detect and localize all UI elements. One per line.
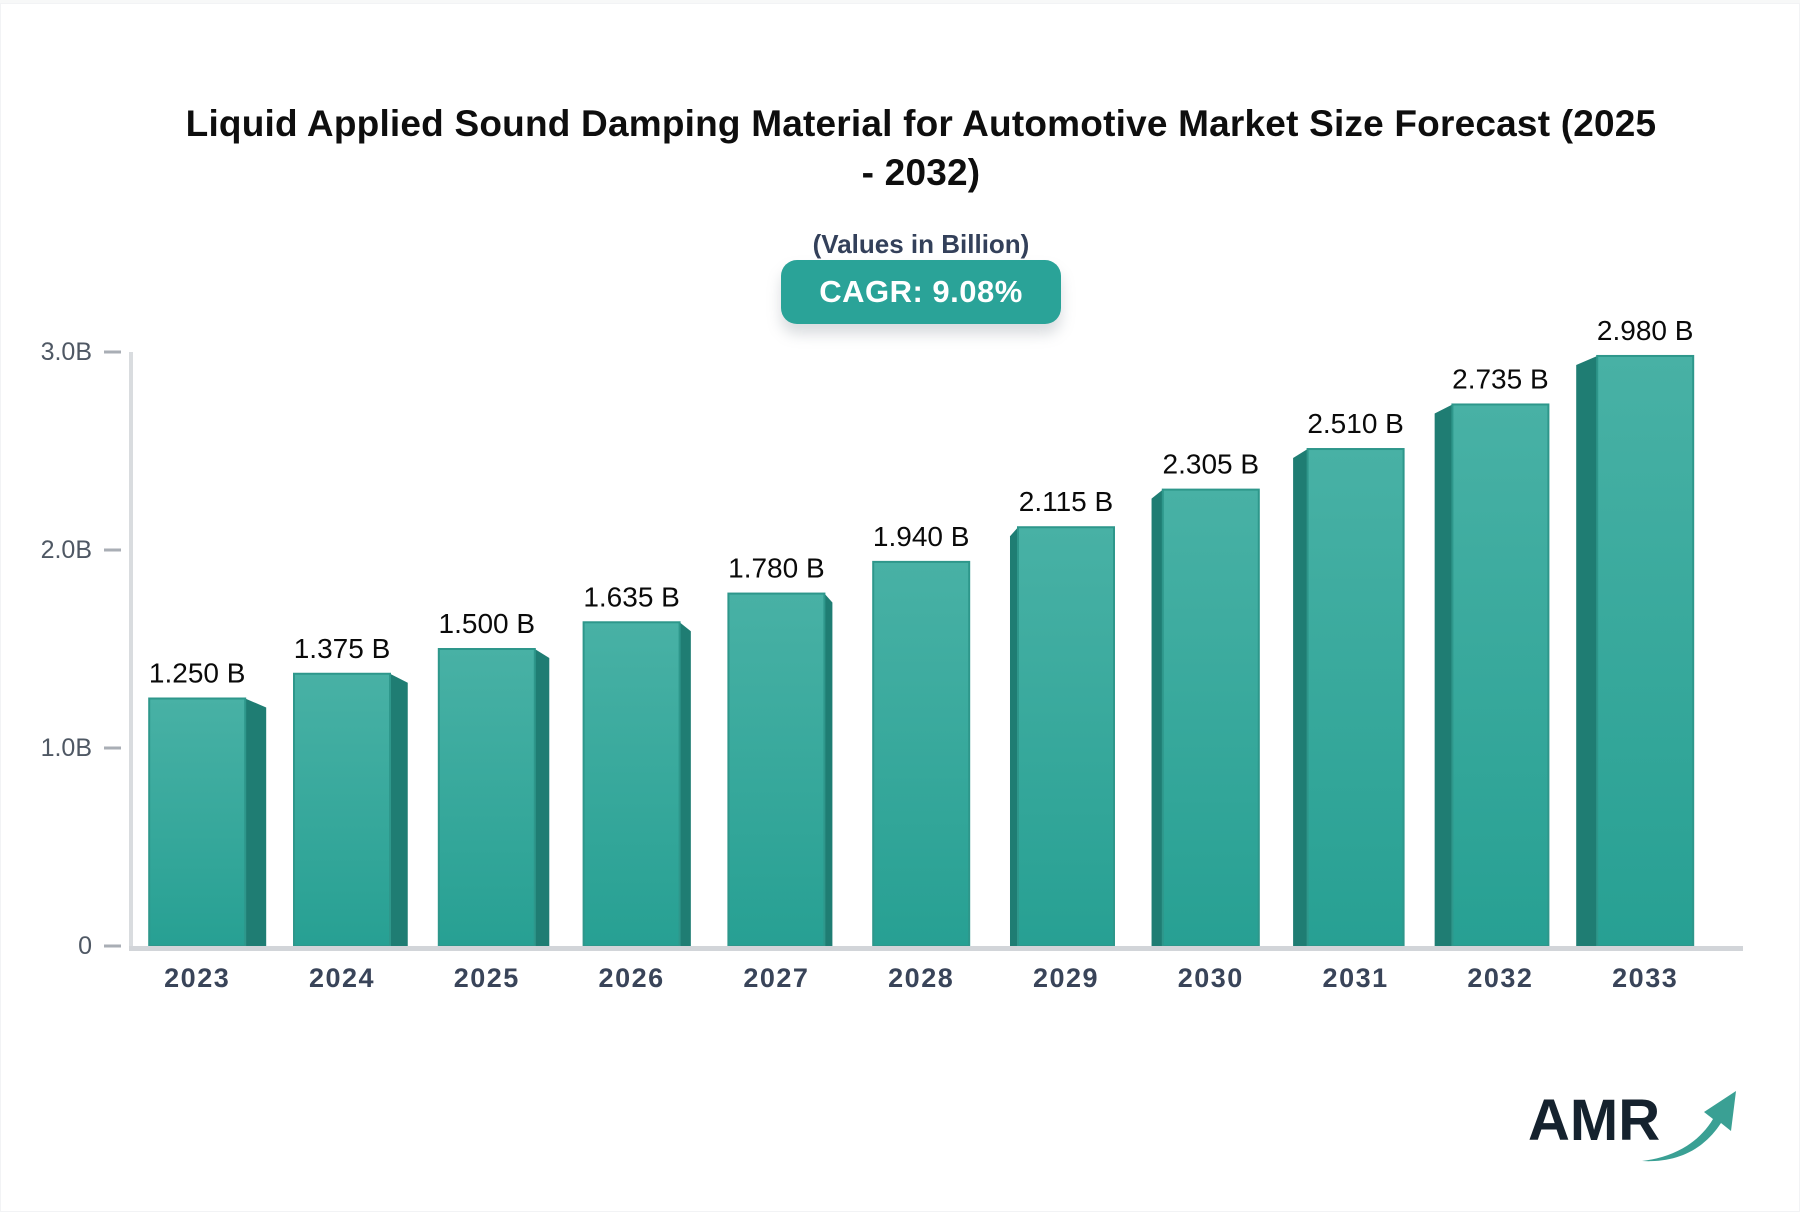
bar (437, 648, 536, 947)
x-axis-label: 2029 (1033, 963, 1099, 993)
bar-side-face (1293, 449, 1308, 946)
x-axis-label: 2033 (1612, 963, 1678, 993)
bar (1596, 354, 1695, 947)
chart-title-line1: Liquid Applied Sound Damping Material fo… (185, 103, 1657, 144)
y-tick-label: 0 (78, 932, 92, 960)
bar-value-label: 2.115 B (1019, 486, 1113, 517)
x-axis-label: 2025 (454, 963, 520, 993)
chart-title-line2: - 2032) (861, 152, 981, 193)
bar-side-face (1009, 527, 1018, 946)
bar (872, 560, 971, 947)
cagr-badge: CAGR: 9.08% (781, 260, 1061, 324)
bar-side-face (824, 593, 833, 946)
amr-logo: AMR (1528, 1081, 1736, 1171)
bar (1017, 526, 1115, 947)
bar-side-face (1434, 404, 1453, 947)
x-axis-label: 2028 (888, 963, 954, 993)
bar-value-label: 2.980 B (1597, 315, 1694, 346)
bar-value-label: 1.635 B (583, 581, 680, 612)
bar-side-face (1576, 355, 1598, 947)
bar-value-label: 1.780 B (728, 553, 825, 584)
x-axis-label: 2023 (164, 963, 230, 993)
chart-title: Liquid Applied Sound Damping Material fo… (71, 99, 1771, 197)
bar-value-label: 1.375 B (294, 633, 391, 664)
x-axis-label: 2031 (1323, 963, 1389, 993)
amr-logo-text: AMR (1528, 1088, 1661, 1153)
bar-side-face (679, 622, 691, 946)
bar-value-label: 2.305 B (1163, 449, 1260, 480)
bar-value-label: 2.735 B (1452, 363, 1549, 394)
x-axis-label: 2027 (743, 963, 809, 993)
chart-subtitle: (Values in Billion) (812, 229, 1030, 259)
y-tick-label: 2.0B (41, 536, 92, 564)
y-tick-label: 1.0B (41, 734, 92, 762)
y-tick-label: 3.0B (41, 338, 92, 366)
x-axis-label: 2030 (1178, 963, 1244, 993)
bar (293, 672, 391, 947)
growth-arrow-icon (1642, 1091, 1736, 1162)
bar-side-face (390, 673, 408, 946)
x-axis-label: 2032 (1467, 963, 1533, 993)
bar (582, 621, 681, 948)
x-axis-label: 2024 (309, 963, 375, 993)
bar-value-label: 1.250 B (149, 658, 246, 689)
bar-value-label: 2.510 B (1307, 408, 1404, 439)
bar (148, 697, 247, 947)
bar-side-face (1151, 489, 1163, 946)
bar (1306, 448, 1405, 947)
bar-side-face (534, 649, 550, 946)
bar-value-label: 1.940 B (873, 521, 970, 552)
bar-side-face (245, 698, 267, 946)
bar (727, 592, 826, 947)
x-axis-label: 2026 (599, 963, 665, 993)
bar (1451, 403, 1550, 948)
bar (1161, 488, 1260, 947)
bar-chart: 0 1.0B 2.0B 3.0B 1.250 B 2023 1.375 B 2024 1.500… (41, 315, 1743, 993)
bar-value-label: 1.500 B (439, 608, 536, 639)
